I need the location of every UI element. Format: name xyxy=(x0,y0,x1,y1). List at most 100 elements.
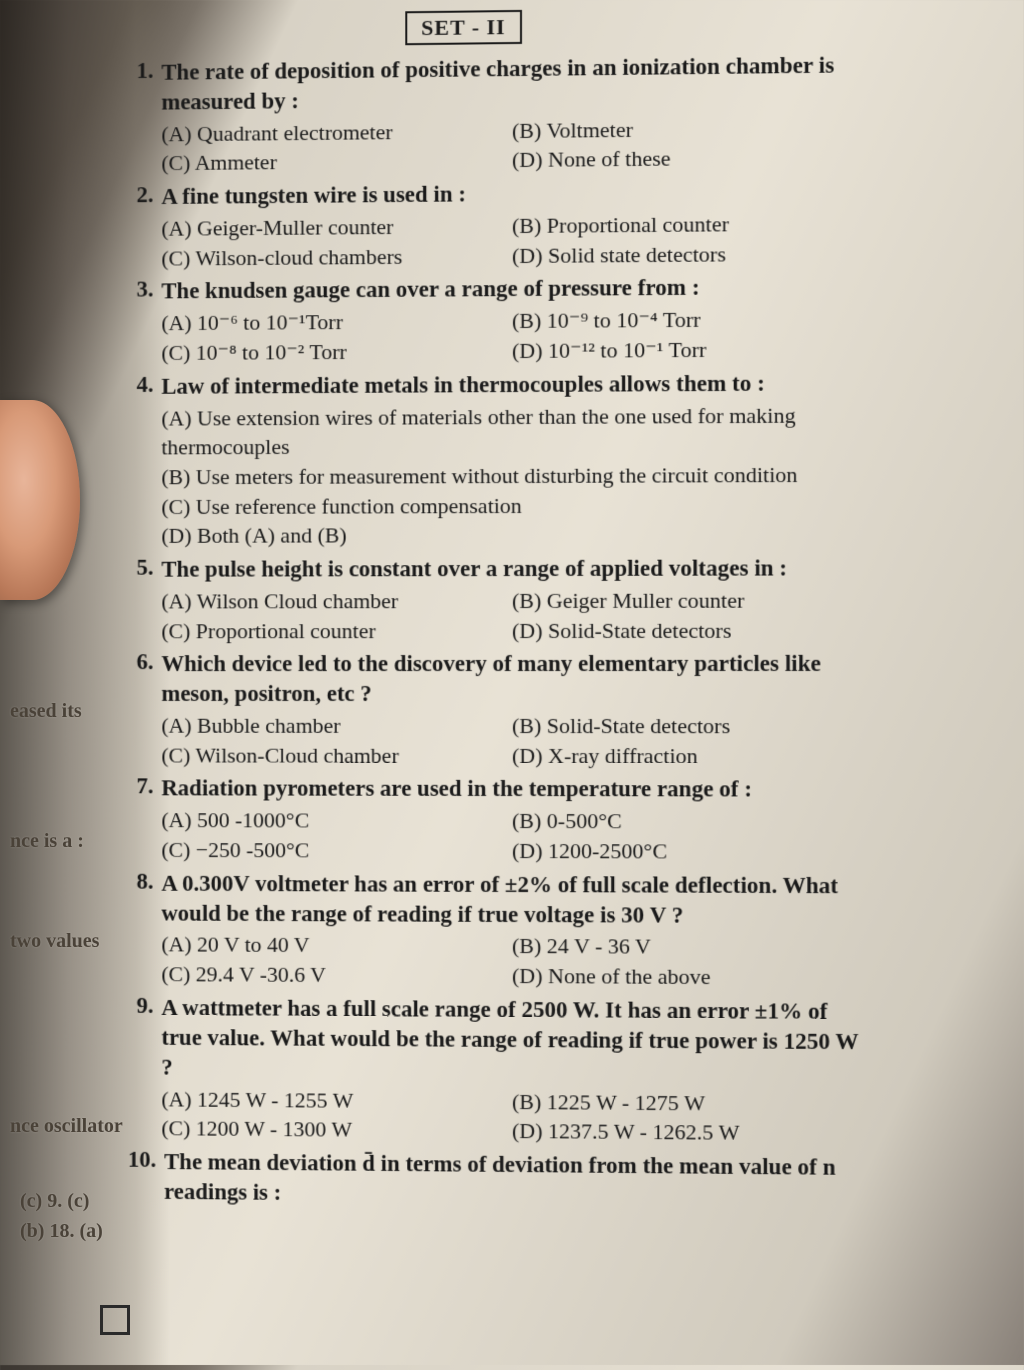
question-number: 4. xyxy=(128,372,162,551)
option-text: Use extension wires of materials other t… xyxy=(161,402,795,459)
option-text: None of the above xyxy=(548,963,710,989)
option-text: Use meters for measurement without distu… xyxy=(196,462,798,489)
option: (B) Geiger Muller counter xyxy=(512,585,867,615)
question-text: Which device led to the discovery of man… xyxy=(161,649,867,709)
set-label: SET - II xyxy=(405,10,521,45)
option: (B) Use meters for measurement without d… xyxy=(161,460,867,492)
option-text: Quadrant electrometer xyxy=(197,119,393,146)
option-text: Proportional counter xyxy=(547,211,729,238)
option-label: (C) xyxy=(161,742,195,767)
question-number: 6. xyxy=(128,649,162,769)
question-body: Radiation pyrometers are used in the tem… xyxy=(161,774,867,867)
option-label: (D) xyxy=(512,147,548,172)
questions-container: 1.The rate of deposition of positive cha… xyxy=(128,50,867,1215)
option-label: (C) xyxy=(161,340,195,365)
option-label: (B) xyxy=(512,588,547,613)
option-label: (A) xyxy=(161,121,197,146)
option: (A) Geiger-Muller counter xyxy=(161,211,512,243)
page-wrapper: eased its nce is a : two values nce osci… xyxy=(0,0,1024,1365)
question-text: A 0.300V voltmeter has an error of ±2% o… xyxy=(161,869,867,931)
options: (A) Use extension wires of materials oth… xyxy=(161,400,867,551)
option-text: Solid-State detectors xyxy=(547,713,730,738)
question-number: 7. xyxy=(128,774,162,865)
question: 4.Law of intermediate metals in thermoco… xyxy=(128,368,867,551)
option-label: (D) xyxy=(161,523,197,548)
option: (D) None of the above xyxy=(512,961,867,993)
option-label: (B) xyxy=(512,213,547,238)
option: (B) Solid-State detectors xyxy=(512,711,867,741)
option-text: 29.4 V -30.6 V xyxy=(196,962,326,988)
option-label: (A) xyxy=(161,1086,197,1111)
options: (A) 10⁻⁶ to 10⁻¹Torr(B) 10⁻⁹ to 10⁻⁴ Tor… xyxy=(161,304,867,368)
option-text: Wilson-cloud chambers xyxy=(195,244,402,270)
question-body: The pulse height is constant over a rang… xyxy=(161,553,867,645)
option: (A) Wilson Cloud chamber xyxy=(161,586,512,616)
margin-note: (c) 9. (c) xyxy=(20,1190,89,1213)
question-body: The rate of deposition of positive charg… xyxy=(161,50,867,178)
option-text: 24 V - 36 V xyxy=(547,934,651,960)
option-label: (A) xyxy=(161,310,197,335)
option-text: 10⁻⁸ to 10⁻² Torr xyxy=(196,339,347,365)
option-label: (C) xyxy=(161,245,195,270)
option: (B) 0-500°C xyxy=(512,806,867,837)
question: 7.Radiation pyrometers are used in the t… xyxy=(128,774,867,867)
option: (A) Use extension wires of materials oth… xyxy=(161,400,867,462)
option: (B) 24 V - 36 V xyxy=(512,931,867,962)
option: (C) 29.4 V -30.6 V xyxy=(161,959,512,990)
question-number: 1. xyxy=(128,58,162,179)
question: 3.The knudsen gauge can over a range of … xyxy=(128,272,867,368)
options: (A) Bubble chamber(B) Solid-State detect… xyxy=(161,711,867,771)
option-text: Geiger-Muller counter xyxy=(197,214,393,240)
option: (C) Proportional counter xyxy=(161,616,512,646)
options: (A) Wilson Cloud chamber(B) Geiger Mulle… xyxy=(161,585,867,645)
option: (C) Use reference function compensation xyxy=(161,489,867,521)
question-body: A wattmeter has a full scale range of 25… xyxy=(161,993,867,1149)
option-text: Wilson-Cloud chamber xyxy=(195,742,398,767)
question-body: The knudsen gauge can over a range of pr… xyxy=(161,272,867,368)
paper-content: SET - II 1.The rate of deposition of pos… xyxy=(108,0,928,1370)
option: (D) 1200-2500°C xyxy=(512,836,867,867)
options: (A) Geiger-Muller counter(B) Proportiona… xyxy=(161,208,867,273)
option-text: 0-500°C xyxy=(547,808,622,833)
option-text: Proportional counter xyxy=(196,618,376,643)
question-body: A fine tungsten wire is used in :(A) Gei… xyxy=(161,176,867,273)
option: (D) Solid-State detectors xyxy=(512,615,867,645)
question-number: 5. xyxy=(128,555,162,646)
option-label: (D) xyxy=(512,1118,548,1143)
option-text: X-ray diffraction xyxy=(548,743,698,768)
margin-note: (b) 18. (a) xyxy=(20,1220,103,1243)
question-body: The mean deviation d̄ in terms of deviat… xyxy=(164,1147,867,1215)
option: (D) None of these xyxy=(512,142,867,175)
option: (B) Voltmeter xyxy=(512,112,867,145)
question-text: A fine tungsten wire is used in : xyxy=(161,176,867,212)
option-label: (C) xyxy=(161,618,195,643)
option-text: 1200-2500°C xyxy=(548,838,667,863)
option-label: (B) xyxy=(512,933,547,958)
question-body: Law of intermediate metals in thermocoup… xyxy=(161,368,867,551)
question-number: 3. xyxy=(128,277,162,368)
option-text: 20 V to 40 V xyxy=(197,932,310,957)
margin-note: nce oscillator xyxy=(10,1115,123,1138)
option-label: (D) xyxy=(512,618,548,643)
option: (D) Solid state detectors xyxy=(512,238,867,270)
option-label: (B) xyxy=(512,808,547,833)
margin-note: eased its xyxy=(10,700,82,723)
option-label: (C) xyxy=(161,837,195,862)
option-label: (A) xyxy=(161,216,197,241)
option-text: Solid-State detectors xyxy=(548,617,731,642)
option-label: (A) xyxy=(161,588,196,613)
question-number: 10. xyxy=(128,1147,164,1209)
option: (C) Wilson-cloud chambers xyxy=(161,241,512,273)
option-text: 10⁻⁶ to 10⁻¹Torr xyxy=(197,309,343,335)
option-text: Ammeter xyxy=(195,150,277,176)
footer-checkbox-icon xyxy=(100,1305,130,1335)
option: (A) 20 V to 40 V xyxy=(161,930,512,961)
option: (B) 1225 W - 1275 W xyxy=(512,1087,867,1119)
option-text: Wilson Cloud chamber xyxy=(197,588,399,613)
option-label: (C) xyxy=(161,961,195,986)
margin-note: nce is a : xyxy=(10,830,84,853)
option-text: None of these xyxy=(548,146,671,172)
option-label: (B) xyxy=(512,1089,547,1114)
option-label: (A) xyxy=(161,932,197,957)
question-text: A wattmeter has a full scale range of 25… xyxy=(161,993,867,1087)
